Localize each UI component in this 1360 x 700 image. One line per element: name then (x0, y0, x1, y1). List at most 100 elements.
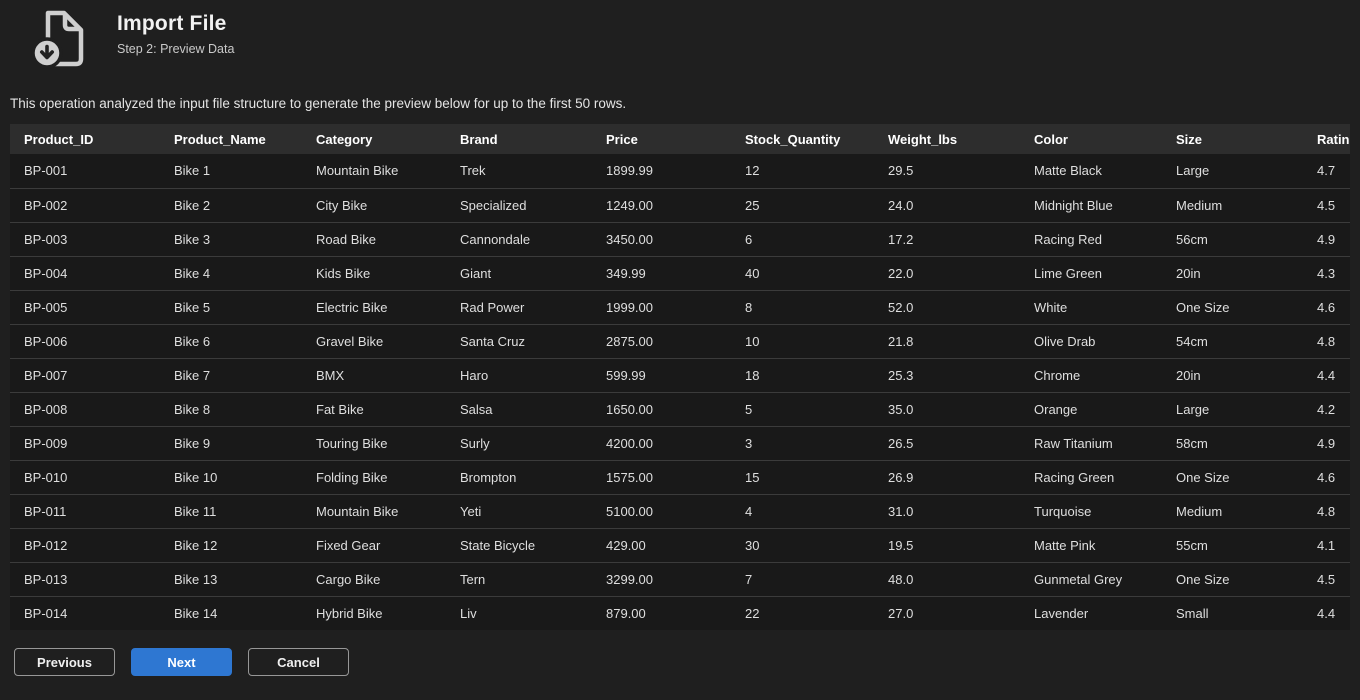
table-cell: Santa Cruz (446, 323, 592, 358)
table-cell: 4200.00 (592, 425, 731, 460)
table-cell: 4.6 (1303, 289, 1350, 324)
table-cell: Bike 4 (160, 255, 302, 290)
table-cell: Bike 14 (160, 595, 302, 630)
table-cell: Chrome (1020, 357, 1162, 392)
dialog-header: Import File Step 2: Preview Data (0, 0, 1360, 70)
table-cell: One Size (1162, 289, 1303, 324)
table-cell: 29.5 (874, 154, 1020, 188)
table-cell: 15 (731, 459, 874, 494)
column-header-color: Color (1020, 124, 1162, 154)
table-cell: Fat Bike (302, 391, 446, 426)
table-cell: Fixed Gear (302, 527, 446, 562)
file-download-icon (30, 8, 88, 70)
table-cell: 4 (731, 493, 874, 528)
table-cell: 22.0 (874, 255, 1020, 290)
table-cell: Bike 12 (160, 527, 302, 562)
previous-button[interactable]: Previous (14, 648, 115, 676)
table-cell: BP-009 (10, 425, 160, 460)
preview-table: Product_ID Product_Name Category Brand Price… (10, 124, 1350, 630)
table-cell: Lime Green (1020, 255, 1162, 290)
page-title: Import File (117, 12, 227, 35)
table-cell: One Size (1162, 561, 1303, 596)
table-cell: 1249.00 (592, 187, 731, 222)
table-cell: Large (1162, 391, 1303, 426)
column-header-size: Size (1162, 124, 1303, 154)
table-cell: 20in (1162, 357, 1303, 392)
table-cell: Yeti (446, 493, 592, 528)
table-cell: Bike 9 (160, 425, 302, 460)
table-cell: 56cm (1162, 221, 1303, 256)
table-cell: 429.00 (592, 527, 731, 562)
table-cell: 1650.00 (592, 391, 731, 426)
table-cell: Surly (446, 425, 592, 460)
table-cell: 30 (731, 527, 874, 562)
next-button[interactable]: Next (131, 648, 232, 676)
table-cell: 4.5 (1303, 561, 1350, 596)
table-cell: 349.99 (592, 255, 731, 290)
table-cell: 54cm (1162, 323, 1303, 358)
table-cell: 879.00 (592, 595, 731, 630)
table-cell: Bike 8 (160, 391, 302, 426)
table-cell: Small (1162, 595, 1303, 630)
table-cell: Medium (1162, 493, 1303, 528)
table-cell: BP-011 (10, 493, 160, 528)
table-cell: Bike 7 (160, 357, 302, 392)
table-cell: City Bike (302, 187, 446, 222)
table-cell: Electric Bike (302, 289, 446, 324)
table-cell: 19.5 (874, 527, 1020, 562)
table-row: BP-008 Bike 8 Fat Bike Salsa 1650.00 5 35.0 Ora… (10, 391, 1350, 426)
table-cell: Touring Bike (302, 425, 446, 460)
table-row: BP-011 Bike 11 Mountain Bike Yeti 5100.00 4 31… (10, 493, 1350, 528)
table-row: BP-010 Bike 10 Folding Bike Brompton 1575.00… (10, 459, 1350, 494)
table-cell: Brompton (446, 459, 592, 494)
table-cell: Bike 11 (160, 493, 302, 528)
table-cell: 25.3 (874, 357, 1020, 392)
table-cell: BP-012 (10, 527, 160, 562)
table-cell: 4.9 (1303, 221, 1350, 256)
table-cell: Cargo Bike (302, 561, 446, 596)
table-cell: 18 (731, 357, 874, 392)
table-cell: 20in (1162, 255, 1303, 290)
table-cell: 4.6 (1303, 459, 1350, 494)
table-cell: Bike 13 (160, 561, 302, 596)
table-cell: Matte Pink (1020, 527, 1162, 562)
table-cell: Tern (446, 561, 592, 596)
table-cell: Mountain Bike (302, 493, 446, 528)
table-cell: 58cm (1162, 425, 1303, 460)
column-header-stock_quantity: Stock_Quantity (731, 124, 874, 154)
table-cell: Bike 5 (160, 289, 302, 324)
table-cell: Rad Power (446, 289, 592, 324)
table-cell: Racing Red (1020, 221, 1162, 256)
table-cell: 25 (731, 187, 874, 222)
table-cell: BP-002 (10, 187, 160, 222)
table-cell: 8 (731, 289, 874, 324)
table-cell: BP-005 (10, 289, 160, 324)
table-cell: 599.99 (592, 357, 731, 392)
table-cell: Folding Bike (302, 459, 446, 494)
column-header-price: Price (592, 124, 731, 154)
table-cell: 40 (731, 255, 874, 290)
table-cell: 52.0 (874, 289, 1020, 324)
table-cell: One Size (1162, 459, 1303, 494)
table-cell: 35.0 (874, 391, 1020, 426)
table-cell: 3450.00 (592, 221, 731, 256)
table-cell: 24.0 (874, 187, 1020, 222)
table-cell: 6 (731, 221, 874, 256)
table-cell: 4.8 (1303, 323, 1350, 358)
table-cell: Olive Drab (1020, 323, 1162, 358)
table-cell: Matte Black (1020, 154, 1162, 188)
table-cell: Kids Bike (302, 255, 446, 290)
table-cell: 4.8 (1303, 493, 1350, 528)
table-row: BP-014 Bike 14 Hybrid Bike Liv 879.00 22 27.0 L… (10, 595, 1350, 630)
table-cell: Bike 10 (160, 459, 302, 494)
column-header-product_name: Product_Name (160, 124, 302, 154)
table-cell: BP-014 (10, 595, 160, 630)
table-cell: BP-006 (10, 323, 160, 358)
table-cell: Lavender (1020, 595, 1162, 630)
table-cell: 4.1 (1303, 527, 1350, 562)
table-cell: BP-007 (10, 357, 160, 392)
table-cell: 2875.00 (592, 323, 731, 358)
cancel-button[interactable]: Cancel (248, 648, 349, 676)
table-row: BP-005 Bike 5 Electric Bike Rad Power 1999.0… (10, 289, 1350, 324)
table-cell: Trek (446, 154, 592, 188)
